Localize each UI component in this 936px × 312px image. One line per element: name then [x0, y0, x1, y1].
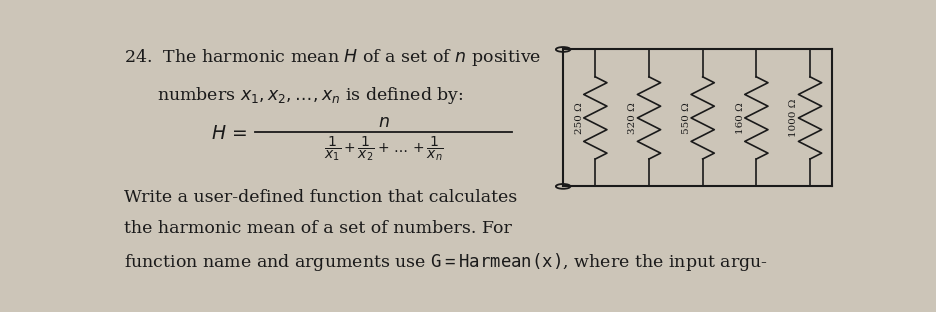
Text: 250 Ω: 250 Ω — [575, 102, 584, 134]
Text: $H\,=$: $H\,=$ — [211, 124, 247, 143]
Text: 1000 Ω: 1000 Ω — [789, 99, 798, 137]
Text: $n$: $n$ — [377, 114, 389, 131]
Text: function name and arguments use $\mathtt{G=Harmean(x)}$, where the input argu-: function name and arguments use $\mathtt… — [124, 251, 768, 273]
Text: 24.  The harmonic mean $H$ of a set of $n$ positive: 24. The harmonic mean $H$ of a set of $n… — [124, 47, 541, 68]
Text: 160 Ω: 160 Ω — [736, 102, 745, 134]
Text: $\dfrac{1}{x_1}+\dfrac{1}{x_2}+\,\ldots\,+\dfrac{1}{x_n}$: $\dfrac{1}{x_1}+\dfrac{1}{x_2}+\,\ldots\… — [324, 134, 444, 163]
Text: 320 Ω: 320 Ω — [628, 102, 637, 134]
Text: numbers $x_1, x_2, \ldots, x_n$ is defined by:: numbers $x_1, x_2, \ldots, x_n$ is defin… — [157, 85, 463, 106]
Text: Write a user-defined function that calculates: Write a user-defined function that calcu… — [124, 189, 518, 206]
Text: 550 Ω: 550 Ω — [682, 102, 691, 134]
Text: the harmonic mean of a set of numbers. For: the harmonic mean of a set of numbers. F… — [124, 220, 512, 237]
